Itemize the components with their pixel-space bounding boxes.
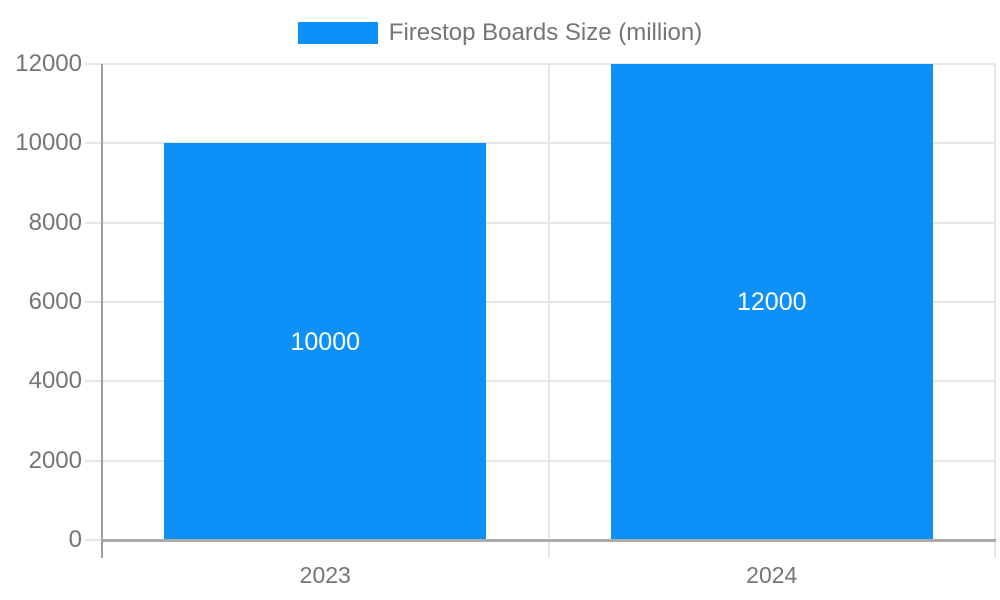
y-tick-mark bbox=[85, 301, 102, 303]
y-axis-tick-label: 0 bbox=[68, 526, 82, 553]
y-axis-tick-label: 12000 bbox=[15, 50, 82, 77]
bar bbox=[164, 143, 487, 540]
bar-value-label: 10000 bbox=[290, 327, 361, 356]
chart-legend: Firestop Boards Size (million) bbox=[0, 19, 1000, 46]
y-axis-tick-label: 8000 bbox=[28, 208, 82, 236]
legend-label: Firestop Boards Size (million) bbox=[388, 19, 703, 46]
bar-value-label: 12000 bbox=[736, 288, 807, 316]
y-axis-line bbox=[101, 64, 103, 558]
category-separator-line bbox=[547, 64, 550, 558]
x-axis-tick-label: 2024 bbox=[746, 562, 798, 588]
y-tick-mark bbox=[85, 63, 102, 65]
y-axis-tick-label: 6000 bbox=[28, 288, 82, 315]
y-tick-mark bbox=[85, 221, 102, 224]
bar bbox=[610, 64, 933, 540]
category-separator-line bbox=[994, 64, 996, 558]
y-axis-tick-label: 4000 bbox=[28, 367, 82, 395]
y-axis-tick-label: 2000 bbox=[28, 446, 82, 474]
y-tick-mark bbox=[85, 539, 102, 541]
y-tick-mark bbox=[85, 142, 102, 145]
y-tick-mark bbox=[85, 380, 102, 383]
y-axis-tick-label: 10000 bbox=[15, 129, 82, 157]
x-axis-line bbox=[102, 539, 996, 542]
y-tick-mark bbox=[85, 459, 102, 462]
legend-swatch bbox=[297, 22, 378, 44]
x-axis-tick-label: 2023 bbox=[299, 562, 351, 588]
